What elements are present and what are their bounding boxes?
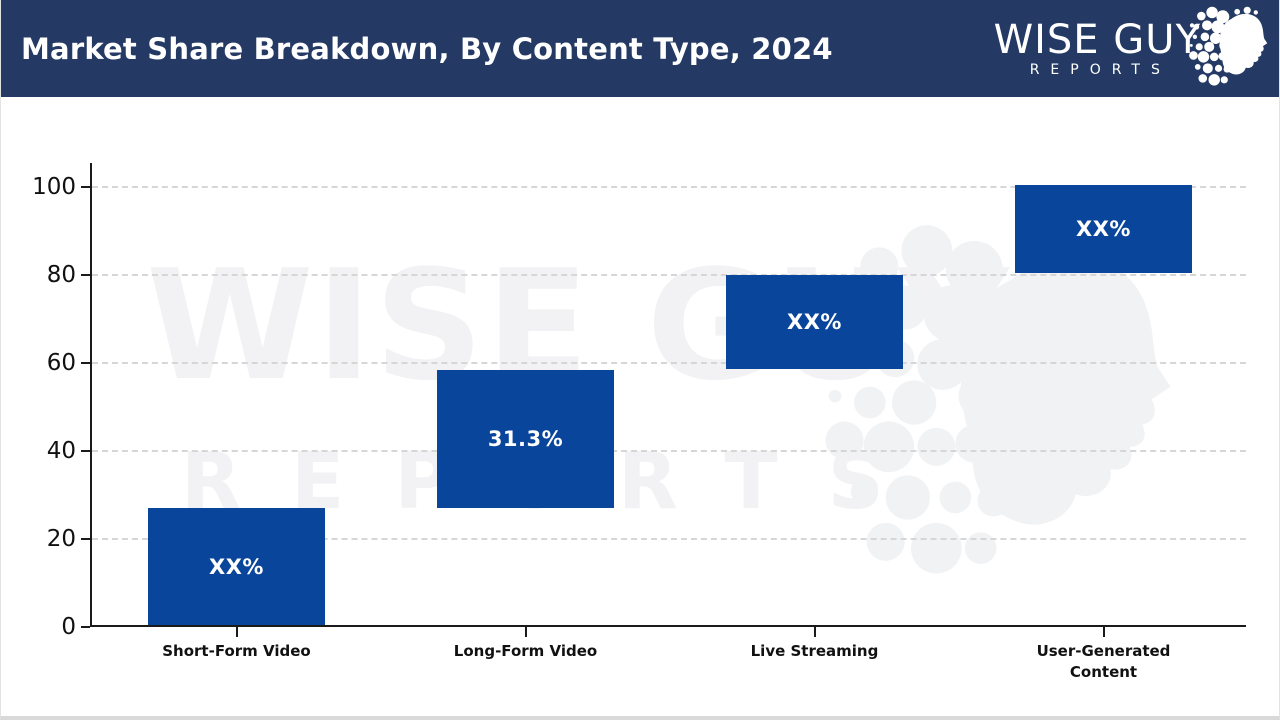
y-tick-mark <box>81 626 90 628</box>
x-category-label: User-Generated Content <box>1036 642 1171 681</box>
logo-subtitle: REPORTS <box>1029 62 1171 78</box>
plot-area: 0 20 40 60 80 100 XX% Short-Form Video 31.3% Long… <box>32 163 1246 681</box>
y-gridline <box>92 274 1246 277</box>
logo-wordmark: WISE GUY <box>993 17 1201 63</box>
header-bar: Market Share Breakdown, By Content Type,… <box>1 0 1279 97</box>
waterfall-bar: XX% <box>148 508 325 625</box>
y-tick-label: 100 <box>32 174 76 201</box>
page-title: Market Share Breakdown, By Content Type,… <box>21 31 833 66</box>
y-tick-label: 80 <box>46 262 76 289</box>
x-category-label: Live Streaming <box>750 642 879 660</box>
y-tick-mark <box>81 538 90 541</box>
x-tick-mark <box>813 627 816 637</box>
y-tick-label: 20 <box>46 526 76 553</box>
waterfall-bar: XX% <box>726 274 903 370</box>
x-tick-mark <box>1102 627 1105 637</box>
x-tick-mark <box>524 627 527 637</box>
bar-value-label: XX% <box>1076 217 1131 242</box>
y-tick-mark <box>81 450 90 453</box>
logo-text: WISE GUY REPORTS <box>994 20 1201 77</box>
bar-value-label: XX% <box>209 554 264 579</box>
x-tick-mark <box>235 627 238 637</box>
x-category-label: Long-Form Video <box>453 642 598 660</box>
y-gridline <box>92 362 1246 365</box>
y-tick-mark <box>81 362 90 365</box>
bar-value-label: XX% <box>787 309 842 334</box>
y-gridline <box>92 538 1246 541</box>
bar-value-label: 31.3% <box>487 426 564 451</box>
x-category-label: Short-Form Video <box>162 642 311 660</box>
waterfall-bar: XX% <box>1015 185 1192 274</box>
y-gridline <box>92 450 1246 453</box>
y-tick-mark <box>81 274 90 277</box>
y-gridline <box>92 186 1246 189</box>
y-tick-label: 60 <box>46 350 76 377</box>
waterfall-bar: 31.3% <box>437 369 614 508</box>
y-tick-label: 0 <box>61 614 76 640</box>
wise-guy-reports-logo: WISE GUY REPORTS <box>994 0 1279 97</box>
y-tick-mark <box>81 186 90 189</box>
y-tick-label: 40 <box>46 438 76 465</box>
chart-area: WISE GUY REPORTS 020406080100XX%Short-Fo… <box>1 97 1279 716</box>
